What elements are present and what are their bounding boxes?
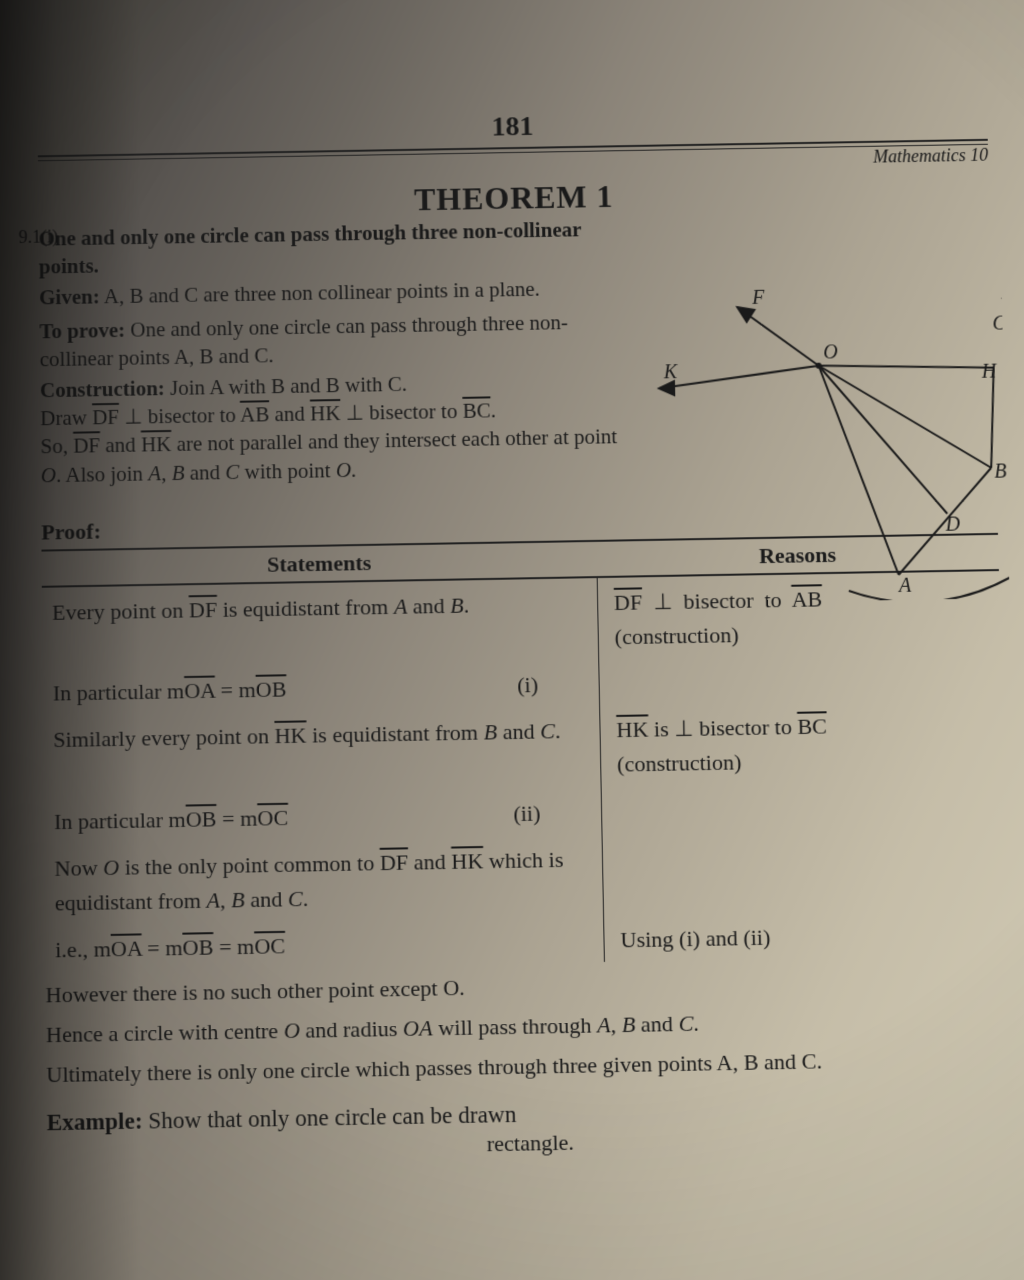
construction-label: Construction:: [40, 374, 165, 405]
diagram-label-f: F: [751, 287, 766, 309]
stmt-3: Similarly every point on HK is equidista…: [43, 706, 601, 797]
rsn-6: Using (i) and (ii): [603, 908, 1008, 962]
diagram-label-b: B: [994, 460, 1007, 482]
stmt-1: Every point on DF is equidistant from A …: [42, 577, 599, 669]
construction-text: Join A with B and B with C.: [170, 372, 407, 400]
rsn-5: [602, 826, 1008, 915]
construction-diagram: K F O H C B D A: [642, 278, 1010, 605]
given-text: A, B and C are three non collinear point…: [104, 276, 540, 307]
diagram-label-d: D: [944, 513, 961, 535]
diagram-label-a: A: [897, 575, 913, 597]
so-line: So, DF and HK are not parallel and they …: [40, 422, 631, 489]
diagram-label-k: K: [663, 361, 679, 383]
aim-number: 9.1(i): [19, 224, 59, 249]
stmt-6: i.e., mOA = mOB = mOC: [45, 915, 604, 972]
rsn-4: [601, 780, 1006, 834]
prove-label: To prove:: [39, 316, 125, 346]
diagram-label-h: H: [980, 360, 998, 382]
rsn-3: HK is ⊥ bisector to BC(construction): [599, 698, 1004, 786]
stmt-5: Now O is the only point common to DF and…: [44, 833, 603, 924]
diagram-label-o: O: [823, 341, 838, 363]
diagram-label-c: C: [992, 312, 1007, 334]
given-label: Given:: [39, 282, 100, 311]
rsn-2: [599, 652, 1003, 706]
aim-text: One and only one circle can pass through…: [38, 217, 581, 278]
